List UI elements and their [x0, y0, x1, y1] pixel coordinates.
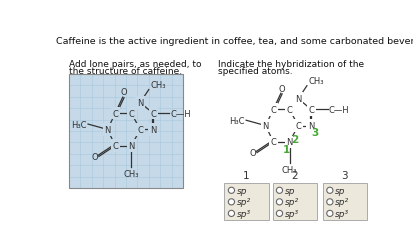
Text: 3: 3 — [342, 170, 348, 180]
Text: C: C — [112, 142, 118, 150]
Text: H₃C: H₃C — [229, 116, 244, 125]
Text: O: O — [120, 88, 127, 97]
Text: 3: 3 — [311, 127, 319, 137]
Text: 1: 1 — [243, 170, 250, 180]
Text: N: N — [137, 99, 143, 108]
FancyBboxPatch shape — [323, 184, 367, 220]
Circle shape — [327, 210, 333, 217]
Text: N: N — [295, 95, 301, 104]
Text: CH₃: CH₃ — [309, 77, 324, 86]
Text: sp³: sp³ — [335, 209, 349, 218]
Text: Caffeine is the active ingredient in coffee, tea, and some carbonated beverages.: Caffeine is the active ingredient in cof… — [55, 36, 413, 45]
FancyBboxPatch shape — [273, 184, 317, 220]
Circle shape — [327, 199, 333, 205]
Text: H₃C: H₃C — [71, 120, 86, 129]
Text: sp: sp — [285, 186, 295, 195]
Text: CH₃: CH₃ — [282, 165, 297, 174]
Circle shape — [276, 210, 282, 217]
Circle shape — [228, 199, 235, 205]
FancyBboxPatch shape — [224, 184, 268, 220]
Text: sp²: sp² — [335, 198, 349, 207]
Text: CH₃: CH₃ — [150, 80, 166, 89]
Text: CH₃: CH₃ — [124, 169, 139, 178]
Circle shape — [228, 210, 235, 217]
Text: C: C — [295, 122, 301, 131]
Circle shape — [228, 187, 235, 194]
Circle shape — [276, 199, 282, 205]
Text: C: C — [112, 109, 118, 118]
Text: N: N — [308, 122, 314, 131]
Text: Add lone pairs, as needed, to: Add lone pairs, as needed, to — [69, 59, 201, 68]
Text: sp³: sp³ — [237, 209, 251, 218]
Text: 2: 2 — [291, 135, 299, 145]
Text: sp²: sp² — [237, 198, 251, 207]
Text: C: C — [271, 138, 276, 147]
Text: C: C — [128, 109, 134, 118]
Text: the structure of caffeine.: the structure of caffeine. — [69, 67, 182, 76]
Text: C—H: C—H — [170, 109, 191, 118]
Text: O: O — [249, 148, 256, 158]
Text: N: N — [104, 125, 111, 134]
Text: N: N — [128, 142, 135, 150]
Text: N: N — [286, 138, 293, 147]
Text: 1: 1 — [283, 144, 290, 154]
Text: sp: sp — [335, 186, 346, 195]
Circle shape — [327, 187, 333, 194]
Text: C: C — [150, 109, 156, 118]
Text: O: O — [278, 84, 285, 93]
Text: N: N — [150, 125, 157, 134]
Text: C—H: C—H — [328, 106, 349, 114]
Text: 2: 2 — [291, 170, 298, 180]
Text: C: C — [287, 106, 292, 114]
Text: specified atoms.: specified atoms. — [218, 67, 293, 76]
FancyBboxPatch shape — [69, 75, 183, 188]
Text: N: N — [263, 122, 269, 131]
Text: C: C — [271, 106, 276, 114]
Text: Indicate the hybridization of the: Indicate the hybridization of the — [218, 59, 364, 68]
Text: C: C — [309, 106, 314, 114]
Text: sp³: sp³ — [285, 209, 299, 218]
Text: sp²: sp² — [285, 198, 299, 207]
Text: C: C — [137, 125, 143, 134]
Text: O: O — [92, 152, 98, 161]
Text: sp: sp — [237, 186, 247, 195]
Circle shape — [276, 187, 282, 194]
